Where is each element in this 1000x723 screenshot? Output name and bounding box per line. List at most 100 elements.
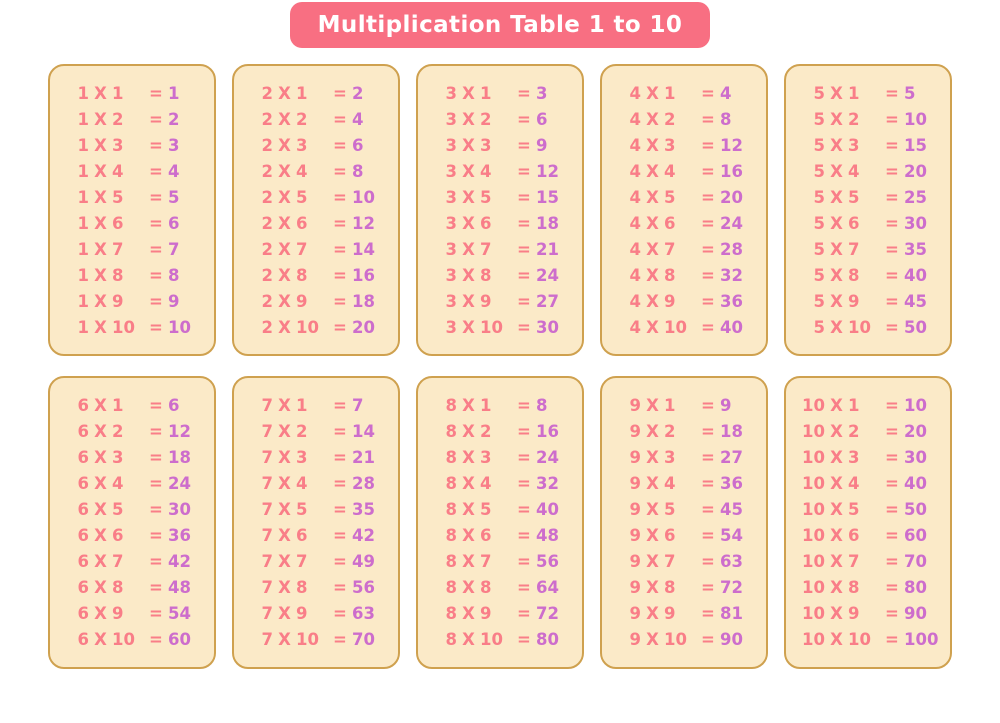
equation-row: 6 X 10 = 60	[58, 627, 206, 653]
operand-a: 6	[77, 526, 89, 545]
equation-row: 2 X 2 = 4	[242, 107, 390, 133]
product-value: 60	[168, 630, 191, 649]
equation-row: 2 X 4 = 8	[242, 159, 390, 185]
operand-a: 2	[261, 188, 273, 207]
operand-b: 7	[664, 240, 676, 259]
operand-b: 8	[664, 266, 676, 285]
operand-b: 6	[112, 526, 124, 545]
product-value: 80	[536, 630, 559, 649]
times-symbol: X	[646, 136, 659, 155]
equals-symbol: =	[517, 604, 531, 623]
product-value: 81	[720, 604, 743, 623]
equation-row: 7 X 4 = 28	[242, 471, 390, 497]
product-value: 54	[168, 604, 191, 623]
times-symbol: X	[830, 526, 843, 545]
equals-symbol: =	[149, 110, 163, 129]
operand-a: 2	[261, 292, 273, 311]
product-value: 2	[168, 110, 180, 129]
equation-row: 5 X 2 = 10	[794, 107, 942, 133]
operand-a: 2	[261, 162, 273, 181]
times-symbol: X	[830, 604, 843, 623]
equation-row: 2 X 7 = 14	[242, 237, 390, 263]
times-symbol: X	[278, 136, 291, 155]
operand-b: 2	[664, 422, 676, 441]
equation-row: 8 X 3 = 24	[426, 445, 574, 471]
operand-b: 9	[112, 292, 124, 311]
operand-b: 2	[296, 422, 308, 441]
operand-a: 5	[813, 136, 825, 155]
product-value: 12	[352, 214, 375, 233]
product-value: 30	[904, 214, 927, 233]
product-value: 7	[352, 396, 364, 415]
operand-a: 3	[445, 266, 457, 285]
equation-row: 5 X 8 = 40	[794, 263, 942, 289]
operand-a: 6	[77, 552, 89, 571]
equation-row: 5 X 1 = 5	[794, 81, 942, 107]
equals-symbol: =	[885, 266, 899, 285]
operand-a: 3	[445, 162, 457, 181]
operand-b: 5	[664, 500, 676, 519]
times-symbol: X	[646, 396, 659, 415]
operand-b: 9	[112, 604, 124, 623]
product-value: 8	[536, 396, 548, 415]
times-symbol: X	[462, 110, 475, 129]
product-value: 9	[168, 292, 180, 311]
operand-a: 6	[77, 396, 89, 415]
operand-a: 4	[629, 240, 641, 259]
operand-a: 1	[77, 214, 89, 233]
operand-a: 3	[445, 240, 457, 259]
product-value: 5	[904, 84, 916, 103]
operand-b: 1	[296, 396, 308, 415]
times-symbol: X	[278, 214, 291, 233]
equation-row: 10 X 8 = 80	[794, 575, 942, 601]
operand-a: 4	[629, 136, 641, 155]
product-value: 8	[168, 266, 180, 285]
times-symbol: X	[646, 84, 659, 103]
equals-symbol: =	[333, 318, 347, 337]
equals-symbol: =	[517, 188, 531, 207]
times-symbol: X	[830, 214, 843, 233]
product-value: 72	[720, 578, 743, 597]
operand-a: 7	[261, 422, 273, 441]
product-value: 20	[904, 162, 927, 181]
operand-b: 1	[112, 396, 124, 415]
equation-row: 2 X 8 = 16	[242, 263, 390, 289]
equals-symbol: =	[517, 474, 531, 493]
operand-b: 2	[480, 110, 492, 129]
times-symbol: X	[830, 110, 843, 129]
operand-b: 9	[664, 292, 676, 311]
operand-b: 10	[112, 318, 135, 337]
table-card-7: 7 X 1 = 7 7 X 2 = 14 7 X 3 = 21 7 X 4 = …	[232, 376, 400, 669]
product-value: 10	[168, 318, 191, 337]
product-value: 63	[720, 552, 743, 571]
product-value: 64	[536, 578, 559, 597]
product-value: 27	[536, 292, 559, 311]
equals-symbol: =	[701, 500, 715, 519]
equals-symbol: =	[149, 240, 163, 259]
times-symbol: X	[830, 630, 843, 649]
equals-symbol: =	[885, 448, 899, 467]
product-value: 6	[536, 110, 548, 129]
equation-row: 6 X 6 = 36	[58, 523, 206, 549]
operand-a: 5	[813, 188, 825, 207]
operand-a: 1	[77, 292, 89, 311]
equation-row: 2 X 1 = 2	[242, 81, 390, 107]
times-symbol: X	[646, 526, 659, 545]
equals-symbol: =	[701, 448, 715, 467]
product-value: 14	[352, 240, 375, 259]
operand-a: 1	[77, 266, 89, 285]
equals-symbol: =	[517, 240, 531, 259]
times-symbol: X	[830, 266, 843, 285]
operand-b: 5	[480, 500, 492, 519]
equation-row: 3 X 2 = 6	[426, 107, 574, 133]
product-value: 24	[168, 474, 191, 493]
times-symbol: X	[462, 136, 475, 155]
equation-row: 4 X 2 = 8	[610, 107, 758, 133]
equals-symbol: =	[885, 110, 899, 129]
operand-b: 8	[296, 578, 308, 597]
times-symbol: X	[462, 214, 475, 233]
operand-a: 7	[261, 630, 273, 649]
operand-a: 6	[77, 422, 89, 441]
equation-row: 4 X 7 = 28	[610, 237, 758, 263]
product-value: 8	[720, 110, 732, 129]
